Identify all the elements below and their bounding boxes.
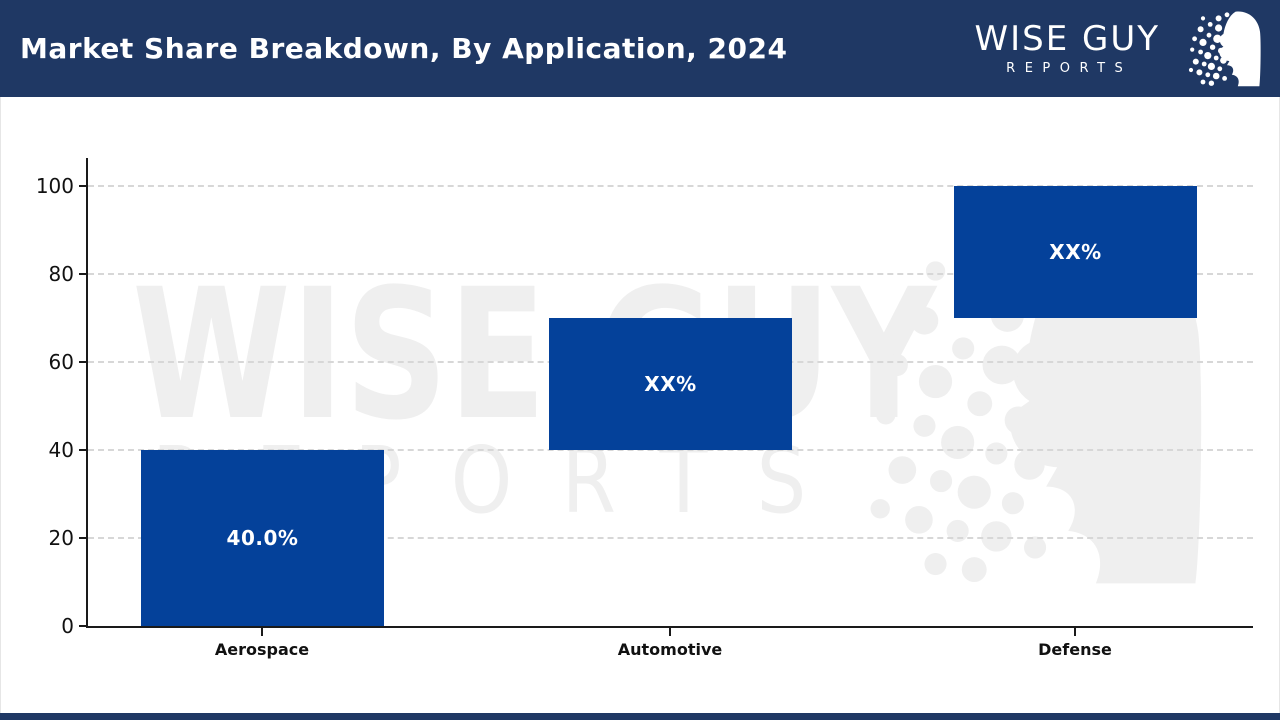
gridline-80 xyxy=(88,273,1253,275)
x-tick-mark xyxy=(261,628,263,636)
y-tick-label: 20 xyxy=(48,526,74,550)
y-tick-label: 100 xyxy=(35,174,74,198)
page-title: Market Share Breakdown, By Application, … xyxy=(20,32,788,65)
y-tick-label: 80 xyxy=(48,262,74,286)
gridline-40 xyxy=(88,449,1253,451)
logo-subtext: REPORTS xyxy=(1006,60,1133,76)
y-tick-mark xyxy=(79,273,88,275)
bar-aerospace: 40.0% xyxy=(141,450,384,626)
logo-text: WISE GUY REPORTS xyxy=(974,22,1160,76)
bar-defense: XX% xyxy=(954,186,1197,318)
bar-value-label: XX% xyxy=(644,372,697,396)
x-tick-mark xyxy=(1074,628,1076,636)
x-tick-label-defense: Defense xyxy=(1038,640,1112,659)
x-tick-label-aerospace: Aerospace xyxy=(214,640,310,659)
y-axis-line xyxy=(86,158,88,628)
y-tick-mark xyxy=(79,361,88,363)
y-tick-mark xyxy=(79,449,88,451)
header-bar: Market Share Breakdown, By Application, … xyxy=(0,0,1280,97)
logo-wordmark: WISE GUY xyxy=(974,18,1160,59)
y-tick-mark xyxy=(79,625,88,627)
bar-value-label: XX% xyxy=(1049,240,1102,264)
x-tick-label-automotive: Automotive xyxy=(617,640,723,659)
gridline-100 xyxy=(88,185,1253,187)
wiseguy-logo: WISE GUY REPORTS xyxy=(974,10,1268,88)
y-tick-mark xyxy=(79,537,88,539)
y-tick-label: 40 xyxy=(48,438,74,462)
bar-automotive: XX% xyxy=(549,318,792,450)
y-tick-label: 0 xyxy=(61,614,74,638)
x-tick-mark xyxy=(669,628,671,636)
y-tick-label: 60 xyxy=(48,350,74,374)
bar-value-label: 40.0% xyxy=(226,526,299,550)
footer-bar xyxy=(0,713,1280,720)
logo-face-icon xyxy=(1156,10,1268,88)
y-tick-mark xyxy=(79,185,88,187)
gridline-20 xyxy=(88,537,1253,539)
x-axis-line xyxy=(86,626,1253,628)
